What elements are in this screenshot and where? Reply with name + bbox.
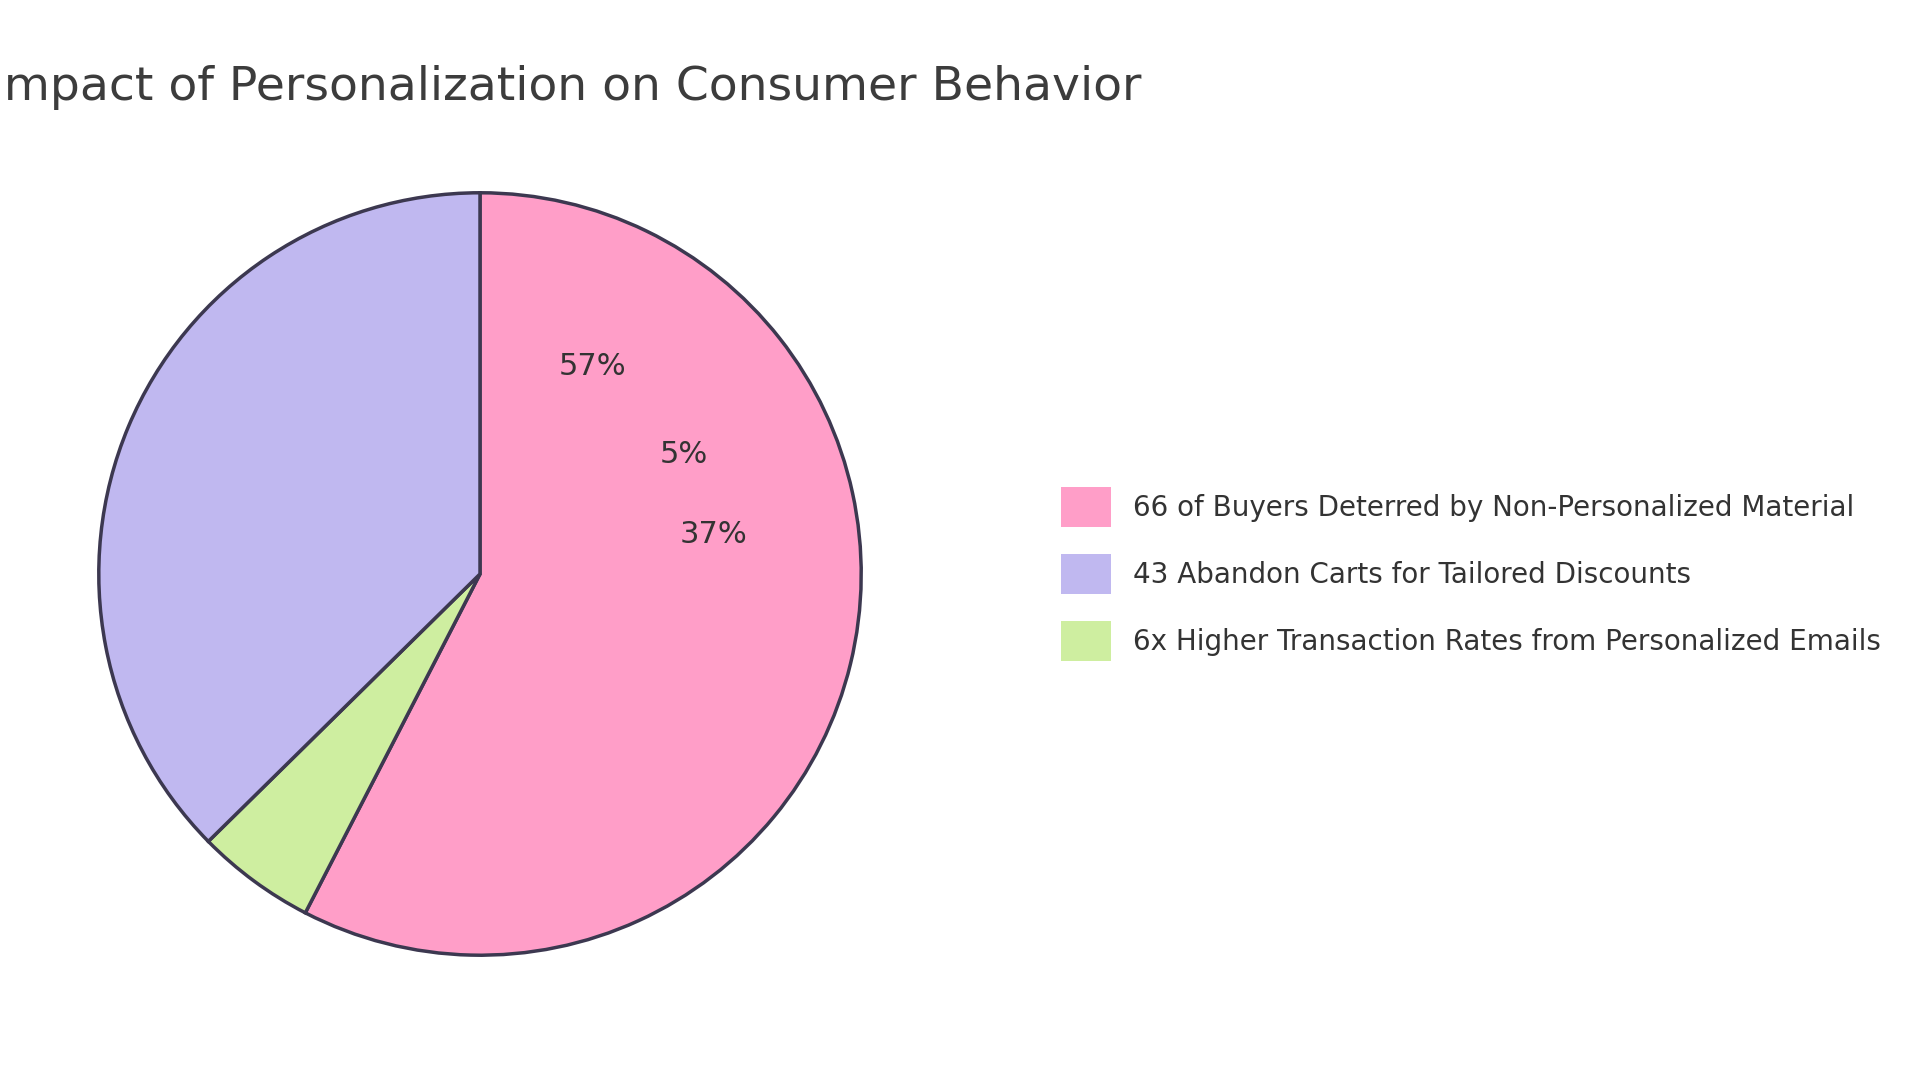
Wedge shape <box>207 574 480 913</box>
Wedge shape <box>305 193 862 955</box>
Legend: 66 of Buyers Deterred by Non-Personalized Material, 43 Abandon Carts for Tailore: 66 of Buyers Deterred by Non-Personalize… <box>1046 473 1895 675</box>
Wedge shape <box>98 193 480 841</box>
Text: 37%: 37% <box>680 521 747 549</box>
Text: 5%: 5% <box>660 440 708 469</box>
Text: Impact of Personalization on Consumer Behavior: Impact of Personalization on Consumer Be… <box>0 65 1142 110</box>
Text: 57%: 57% <box>559 352 626 381</box>
